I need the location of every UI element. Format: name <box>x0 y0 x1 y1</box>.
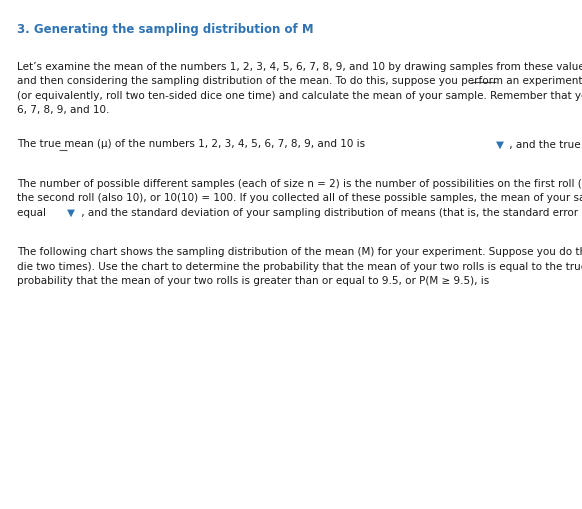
Text: ▼: ▼ <box>496 139 504 150</box>
Text: The following chart shows the sampling distribution of the mean (M) for your exp: The following chart shows the sampling d… <box>17 247 582 258</box>
Text: , and the standard deviation of your sampling distribution of means (that is, th: , and the standard deviation of your sam… <box>78 208 582 218</box>
Text: The number of possible different samples (each of size n = 2) is the number of p: The number of possible different samples… <box>17 179 582 189</box>
Text: , and the true standard deviation (σ) is: , and the true standard deviation (σ) is <box>506 139 582 150</box>
Text: die two times). Use the chart to determine the probability that the mean of your: die two times). Use the chart to determi… <box>17 262 582 272</box>
Text: the second roll (also 10), or 10(10) = 100. If you collected all of these possib: the second roll (also 10), or 10(10) = 1… <box>17 193 582 204</box>
Text: 6, 7, 8, 9, and 10.: 6, 7, 8, 9, and 10. <box>17 105 110 115</box>
Text: (or equivalently, roll two ten-sided dice one time) and calculate the mean of yo: (or equivalently, roll two ten-sided dic… <box>17 91 582 101</box>
Text: Let’s examine the mean of the numbers 1, 2, 3, 4, 5, 6, 7, 8, 9, and 10 by drawi: Let’s examine the mean of the numbers 1,… <box>17 62 582 72</box>
Text: ▼: ▼ <box>68 208 76 218</box>
Text: probability that the mean of your two rolls is greater than or equal to 9.5, or : probability that the mean of your two ro… <box>17 276 493 286</box>
Text: and then considering the sampling distribution of the mean. To do this, suppose : and then considering the sampling distri… <box>17 76 582 87</box>
Text: 3. Generating the sampling distribution of M: 3. Generating the sampling distribution … <box>17 23 314 36</box>
Text: equal: equal <box>17 208 49 218</box>
Text: The true mean (μ) of the numbers 1, 2, 3, 4, 5, 6, 7, 8, 9, and 10 is: The true mean (μ) of the numbers 1, 2, 3… <box>17 139 369 150</box>
